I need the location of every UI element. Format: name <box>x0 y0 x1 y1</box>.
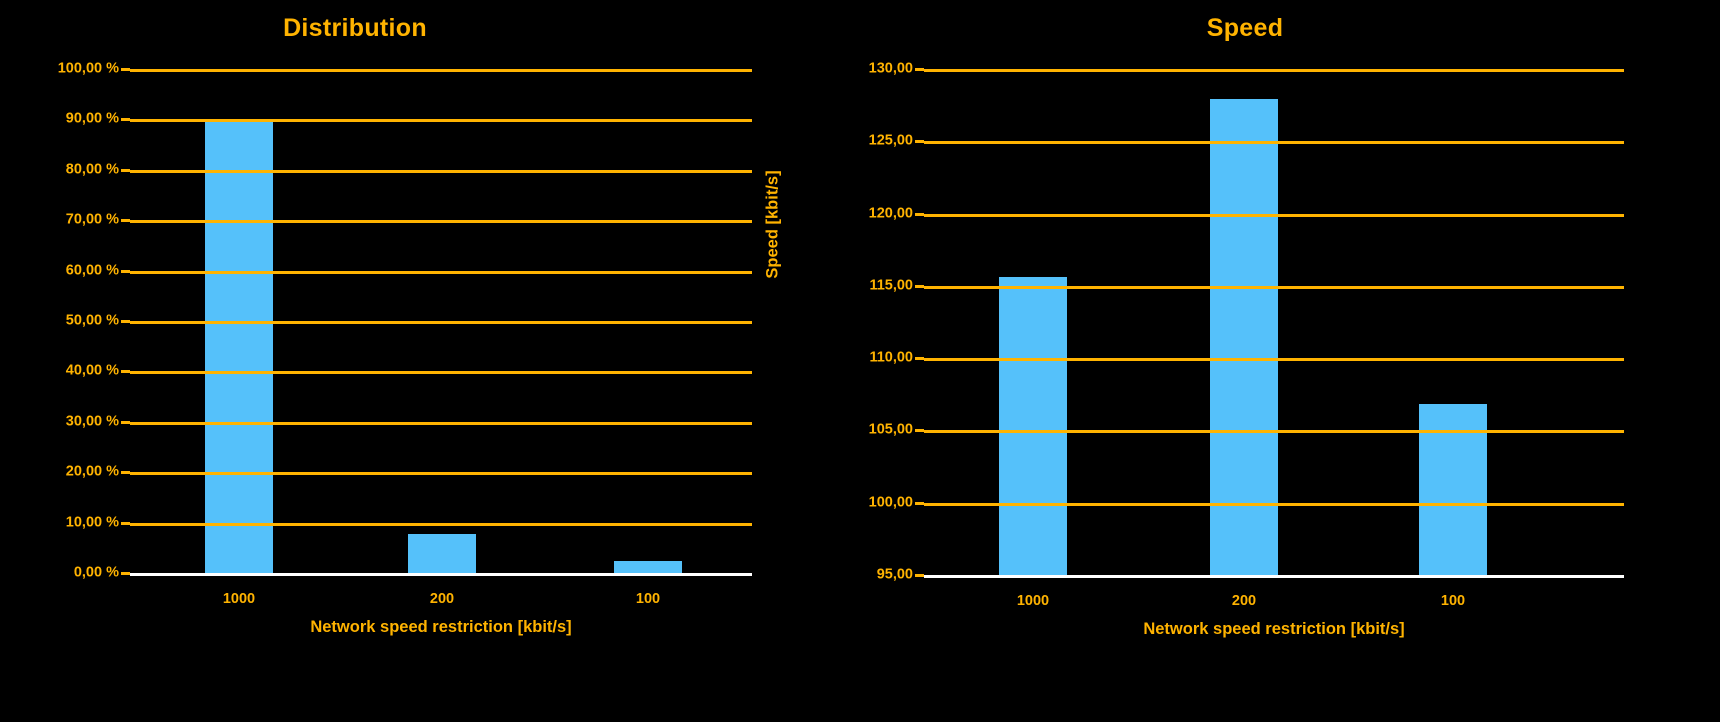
bar[interactable] <box>408 534 476 573</box>
y-axis-tick-mark <box>121 521 130 525</box>
x-axis-tick-label: 100 <box>1440 593 1466 609</box>
y-axis-tick-mark <box>121 370 130 374</box>
y-axis-tick-mark <box>121 118 130 122</box>
gridline <box>130 472 752 476</box>
y-axis-tick-label: 30,00 % <box>65 413 119 430</box>
y-axis-tick-label: 95,00 <box>876 566 913 583</box>
gridline <box>924 430 1624 434</box>
x-axis-title-distribution: Network speed restriction [kbit/s] <box>310 618 572 636</box>
x-axis-tick-label: 1000 <box>222 591 256 607</box>
y-axis-tick-label: 100,00 <box>868 494 913 511</box>
y-axis-tick-label: 60,00 % <box>65 262 119 279</box>
bar-group-speed <box>924 69 1624 575</box>
y-axis-tick-label: 125,00 <box>868 132 913 149</box>
y-axis-tick-label: 90,00 % <box>65 111 119 128</box>
gridline <box>924 285 1624 289</box>
gridline <box>130 321 752 324</box>
gridline <box>130 270 752 274</box>
x-axis-tick-label: 100 <box>635 591 661 607</box>
plot-area-distribution: Network speed restriction [kbit/s] 0,00 … <box>58 61 752 636</box>
y-axis-tick-mark <box>915 501 924 505</box>
gridline <box>924 502 1624 506</box>
y-axis-tick-label: 70,00 % <box>65 211 119 228</box>
y-axis-title-speed: Speed [kbit/s] <box>763 170 782 279</box>
bar-group-distribution <box>130 69 752 573</box>
y-axis-tick-mark <box>915 357 924 361</box>
y-axis-tick-label: 105,00 <box>868 422 913 439</box>
y-axis-tick-mark <box>915 68 924 71</box>
gridline <box>130 522 752 526</box>
y-axis-tick-label: 80,00 % <box>65 161 119 178</box>
plot-area-speed: Network speed restriction [kbit/s] 95,00… <box>869 61 1624 638</box>
y-axis-tick-mark <box>121 68 130 71</box>
x-axis-tick-label: 200 <box>429 591 455 607</box>
y-axis-tick-label: 110,00 <box>869 349 913 366</box>
gridline <box>924 141 1624 145</box>
gridline <box>924 213 1624 217</box>
y-axis-tick-label: 0,00 % <box>73 564 119 581</box>
gridline <box>130 119 752 123</box>
bar[interactable] <box>614 560 682 573</box>
y-axis-tick-mark <box>121 320 130 323</box>
gridline <box>130 220 752 224</box>
y-axis-tick-mark <box>121 269 130 273</box>
gridline <box>924 69 1624 72</box>
y-axis-tick-mark <box>121 168 130 172</box>
y-axis-tick-label: 120,00 <box>868 205 913 222</box>
gridline <box>130 421 752 425</box>
y-axis-tick-label: 40,00 % <box>65 363 119 380</box>
y-axis-tick-mark <box>915 212 924 216</box>
bar[interactable] <box>999 277 1067 575</box>
x-axis-baseline-speed <box>924 575 1624 578</box>
y-axis-tick-label: 20,00 % <box>65 463 119 480</box>
chart-panel-distribution: Distribution Number of files Network spe… <box>0 0 830 722</box>
y-axis-tick-label: 10,00 % <box>65 514 119 531</box>
y-axis-tick-mark <box>915 284 924 288</box>
y-axis-tick-mark <box>915 429 924 433</box>
x-axis-title-speed: Network speed restriction [kbit/s] <box>1143 620 1405 638</box>
x-axis-tick-label: 200 <box>1231 593 1257 609</box>
chart-panel-speed: Speed Speed [kbit/s] Network speed restr… <box>764 0 1720 722</box>
y-axis-tick-mark <box>915 140 924 144</box>
y-axis-tick-label: 100,00 % <box>57 60 119 77</box>
x-axis-baseline-distribution <box>130 573 752 576</box>
y-axis-tick-mark <box>121 219 130 223</box>
gridline <box>130 169 752 173</box>
y-axis-tick-mark <box>915 574 924 577</box>
chart-title-speed: Speed <box>1206 14 1284 42</box>
bar[interactable] <box>1210 99 1278 575</box>
y-axis-tick-label: 115,00 <box>869 277 913 294</box>
y-axis-tick-mark <box>121 471 130 475</box>
gridline <box>130 69 752 72</box>
bar[interactable] <box>205 119 273 573</box>
chart-title-distribution: Distribution <box>283 14 427 42</box>
gridline <box>130 371 752 375</box>
y-axis-tick-mark <box>121 420 130 424</box>
y-axis-tick-label: 50,00 % <box>65 312 119 329</box>
y-axis-tick-label: 130,00 <box>868 60 913 77</box>
gridline <box>924 358 1624 362</box>
y-axis-tick-mark <box>121 572 130 575</box>
x-axis-tick-label: 1000 <box>1016 593 1050 609</box>
